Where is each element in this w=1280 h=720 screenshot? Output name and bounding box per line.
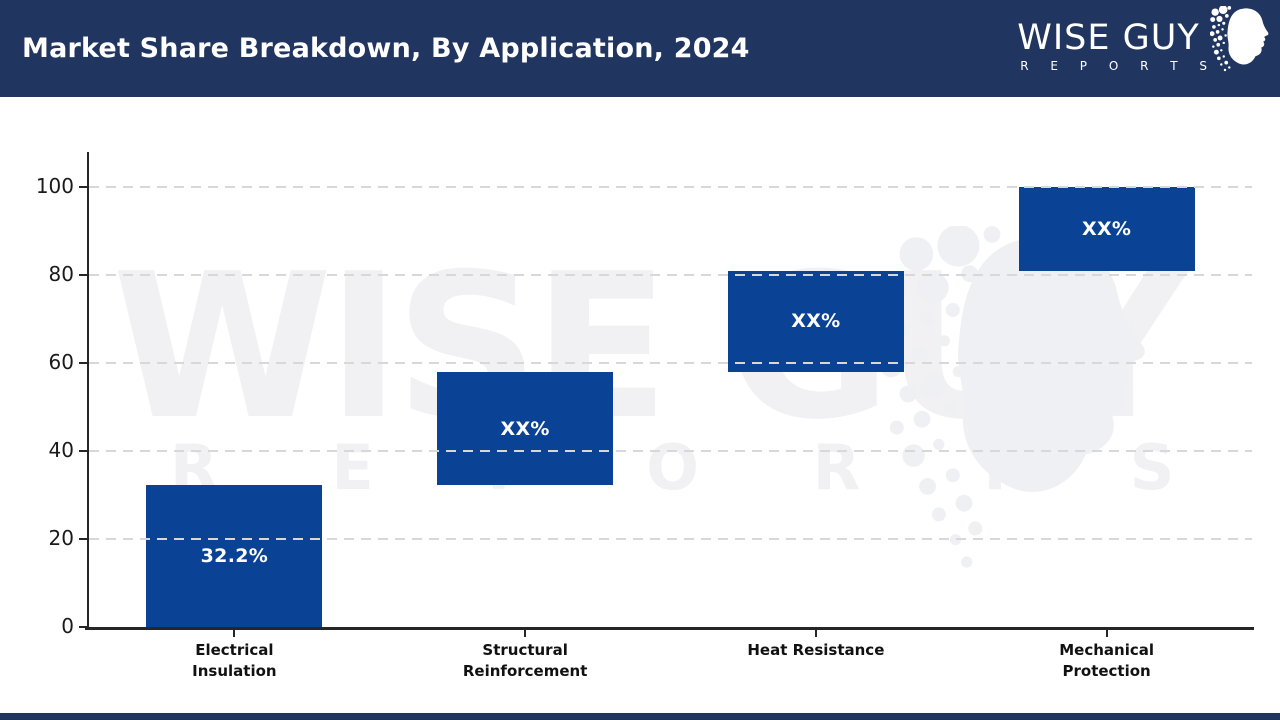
y-axis-spine [87, 152, 89, 629]
x-tick-mark-1 [524, 630, 527, 637]
y-tick-mark-40 [79, 450, 87, 452]
y-tick-label-60: 60 [48, 350, 74, 374]
chart-plot-area: 0 20 40 60 80 100 32.2% Electrical Insulation XX… [36, 152, 1254, 680]
x-category-label-0: Electrical Insulation [192, 641, 277, 680]
x-axis-spine [85, 627, 1254, 630]
gridline-20 [89, 538, 1252, 540]
x-tick-mark-2 [814, 630, 817, 637]
bar-value-label: XX% [1082, 217, 1132, 240]
x-tick-mark-0 [233, 630, 236, 637]
y-tick-label-80: 80 [48, 262, 74, 286]
gridline-40 [89, 450, 1252, 452]
wise-guy-logo: WISE GUY R E P O R T S [1017, 6, 1272, 86]
logo-subtitle: R E P O R T S [1020, 59, 1216, 73]
y-tick-label-0: 0 [61, 614, 74, 638]
x-category-label-3: Mechanical Protection [1059, 641, 1155, 680]
bar-value-label: XX% [500, 417, 550, 440]
x-category-label-2: Heat Resistance [747, 641, 885, 659]
page-title: Market Share Breakdown, By Application, … [22, 33, 750, 64]
logo-wordmark: WISE GUY [1017, 18, 1200, 58]
bar-segment-1: XX% [437, 371, 614, 486]
bar-value-label: XX% [791, 310, 841, 333]
y-tick-mark-20 [79, 538, 87, 540]
bar-segment-3: XX% [1018, 187, 1195, 271]
y-tick-mark-80 [79, 274, 87, 276]
y-tick-mark-100 [79, 186, 87, 188]
x-tick-mark-3 [1105, 630, 1108, 637]
x-category-label-1: Structural Reinforcement [462, 641, 588, 680]
y-tick-label-40: 40 [48, 438, 74, 462]
bar-segment-0: 32.2% [146, 485, 323, 627]
gridline-60 [89, 362, 1252, 364]
logo-text: WISE GUY R E P O R T S [1017, 20, 1216, 73]
gridline-100 [89, 186, 1252, 188]
y-tick-mark-60 [79, 362, 87, 364]
y-tick-mark-0 [79, 626, 87, 628]
watermark-dotted-face [880, 226, 1145, 568]
bar-value-label: 32.2% [200, 545, 269, 568]
dotted-face-icon [1210, 6, 1269, 72]
footer-bar [0, 713, 1280, 720]
gridline-80 [89, 274, 1252, 276]
header-band: Market Share Breakdown, By Application, … [0, 0, 1280, 97]
bar-segment-2: XX% [727, 270, 904, 372]
y-tick-label-20: 20 [48, 526, 74, 550]
y-tick-label-100: 100 [35, 174, 74, 198]
